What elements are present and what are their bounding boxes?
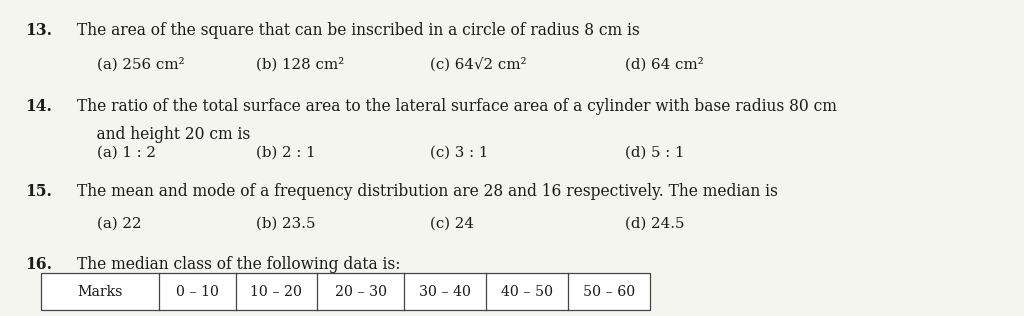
Text: 40 – 50: 40 – 50	[502, 284, 553, 299]
Text: (b) 2 : 1: (b) 2 : 1	[256, 145, 315, 159]
Text: The area of the square that can be inscribed in a circle of radius 8 cm is: The area of the square that can be inscr…	[77, 22, 640, 39]
Text: (c) 24: (c) 24	[430, 216, 474, 230]
Text: (d) 64 cm²: (d) 64 cm²	[625, 57, 703, 71]
Bar	[41, 273, 650, 310]
Text: The median class of the following data is:: The median class of the following data i…	[77, 256, 400, 273]
Text: 20 – 30: 20 – 30	[335, 284, 387, 299]
Text: (a) 1 : 2: (a) 1 : 2	[97, 145, 157, 159]
Text: (b) 23.5: (b) 23.5	[256, 216, 315, 230]
Text: (c) 64√2 cm²: (c) 64√2 cm²	[430, 57, 526, 71]
Text: 0 – 10: 0 – 10	[176, 284, 218, 299]
Text: (a) 256 cm²: (a) 256 cm²	[97, 57, 185, 71]
Text: 16.: 16.	[26, 256, 52, 273]
Text: 15.: 15.	[26, 183, 52, 200]
Text: 50 – 60: 50 – 60	[583, 284, 636, 299]
Text: (b) 128 cm²: (b) 128 cm²	[256, 57, 344, 71]
Text: The mean and mode of a frequency distribution are 28 and 16 respectively. The me: The mean and mode of a frequency distrib…	[77, 183, 777, 200]
Text: The ratio of the total surface area to the lateral surface area of a cylinder wi: The ratio of the total surface area to t…	[77, 98, 837, 115]
Text: 10 – 20: 10 – 20	[251, 284, 302, 299]
Text: (d) 24.5: (d) 24.5	[625, 216, 684, 230]
Text: 13.: 13.	[26, 22, 52, 39]
Text: (a) 22: (a) 22	[97, 216, 142, 230]
Text: (d) 5 : 1: (d) 5 : 1	[625, 145, 684, 159]
Text: Marks: Marks	[77, 284, 123, 299]
Text: 30 – 40: 30 – 40	[420, 284, 471, 299]
Text: and height 20 cm is: and height 20 cm is	[77, 126, 250, 143]
Text: 14.: 14.	[26, 98, 52, 115]
Text: (c) 3 : 1: (c) 3 : 1	[430, 145, 488, 159]
